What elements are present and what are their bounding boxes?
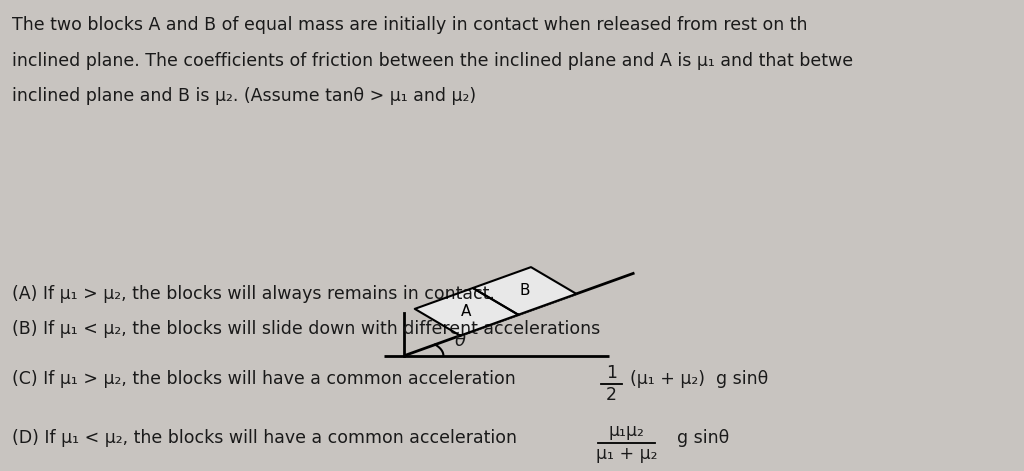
Text: (A) If μ₁ > μ₂, the blocks will always remains in contact.: (A) If μ₁ > μ₂, the blocks will always r… xyxy=(12,285,496,303)
Text: $\theta$: $\theta$ xyxy=(454,332,466,350)
Polygon shape xyxy=(473,267,577,315)
Text: μ₁ + μ₂: μ₁ + μ₂ xyxy=(596,445,657,463)
Text: inclined plane. The coefficients of friction between the inclined plane and A is: inclined plane. The coefficients of fric… xyxy=(12,52,853,70)
Text: g sinθ: g sinθ xyxy=(666,429,729,447)
Text: inclined plane and B is μ₂. (Assume tanθ > μ₁ and μ₂): inclined plane and B is μ₂. (Assume tanθ… xyxy=(12,87,476,105)
Text: 1: 1 xyxy=(606,364,616,382)
Text: (μ₁ + μ₂)  g sinθ: (μ₁ + μ₂) g sinθ xyxy=(630,370,768,388)
Text: (C) If μ₁ > μ₂, the blocks will have a common acceleration: (C) If μ₁ > μ₂, the blocks will have a c… xyxy=(12,370,516,388)
Text: (B) If μ₁ < μ₂, the blocks will slide down with different accelerations: (B) If μ₁ < μ₂, the blocks will slide do… xyxy=(12,320,600,338)
Text: 2: 2 xyxy=(606,386,616,404)
Text: A: A xyxy=(462,304,472,319)
Text: B: B xyxy=(519,284,529,299)
Text: (D) If μ₁ < μ₂, the blocks will have a common acceleration: (D) If μ₁ < μ₂, the blocks will have a c… xyxy=(12,429,517,447)
Text: The two blocks A and B of equal mass are initially in contact when released from: The two blocks A and B of equal mass are… xyxy=(12,16,808,34)
Text: μ₁μ₂: μ₁μ₂ xyxy=(608,422,645,440)
Polygon shape xyxy=(415,288,518,336)
